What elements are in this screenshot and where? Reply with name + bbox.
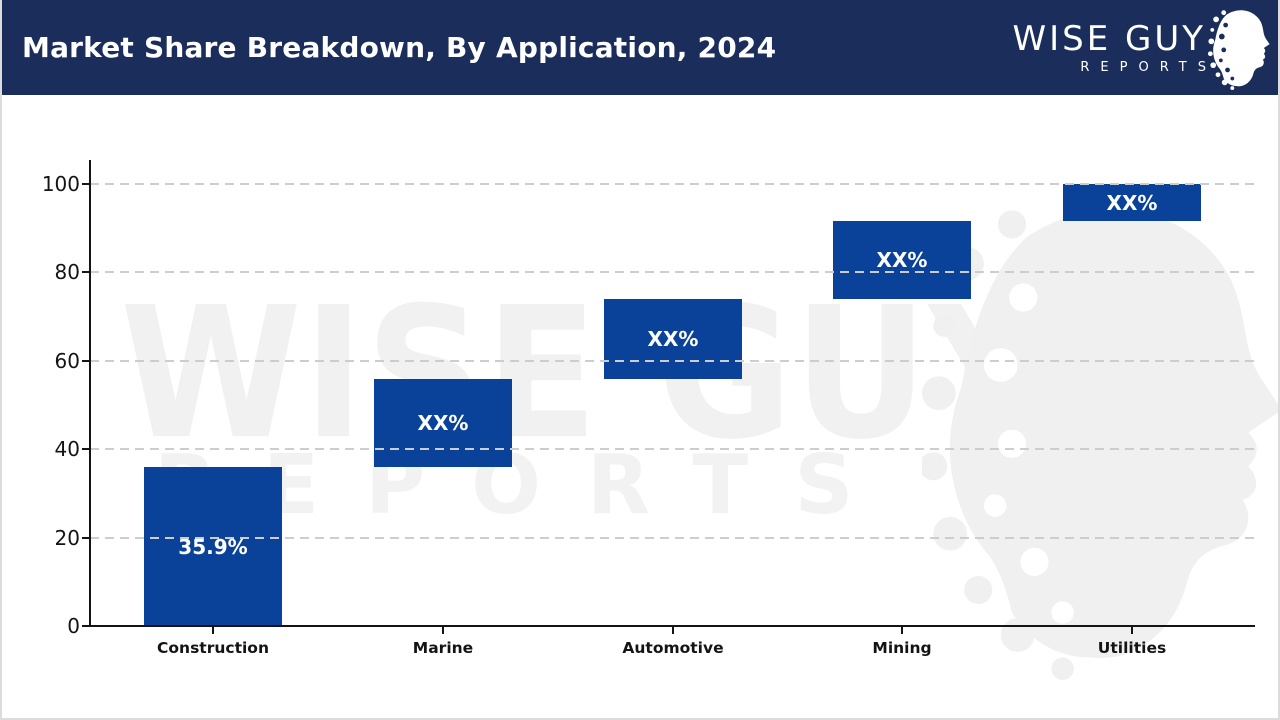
bar-value-label: XX%: [876, 248, 928, 273]
x-axis-label-automotive: Automotive: [622, 639, 724, 657]
y-axis-label-20: 20: [54, 525, 80, 550]
gridline-100: [90, 183, 1255, 185]
bar-mining: XX%: [833, 221, 971, 299]
bar-value-label: XX%: [647, 326, 699, 351]
y-tick-40: [82, 448, 90, 451]
header-bar: Market Share Breakdown, By Application, …: [2, 0, 1278, 95]
x-axis-label-mining: Mining: [872, 639, 932, 657]
y-tick-100: [82, 183, 90, 185]
y-tick-20: [82, 536, 90, 539]
y-tick-60: [82, 359, 90, 362]
watermark-face-icon: [922, 185, 1280, 680]
bar-value-label: XX%: [417, 411, 469, 436]
bar-utilities: XX%: [1063, 184, 1201, 222]
gridline-60: [90, 359, 1255, 362]
logo-subtitle: REPORTS: [1080, 59, 1217, 75]
gridline-20: [90, 536, 1255, 539]
x-tick-utilities: [1131, 626, 1133, 634]
bar-value-label: 35.9%: [178, 534, 248, 559]
chart-title: Market Share Breakdown, By Application, …: [22, 31, 777, 64]
x-tick-construction: [212, 626, 214, 634]
x-tick-mining: [901, 626, 903, 634]
watermark-wordmark: WISE GUY: [120, 268, 1050, 480]
y-axis-label-0: 0: [67, 614, 80, 638]
bar-marine: XX%: [374, 378, 512, 468]
y-axis-label-60: 60: [54, 348, 80, 373]
y-axis-label-40: 40: [54, 437, 80, 462]
bar-construction: 35.9%: [144, 467, 282, 626]
logo-wordmark: WISE GUY: [1012, 18, 1206, 59]
y-axis-label-100: 100: [41, 172, 80, 196]
gridline-40: [90, 448, 1255, 451]
y-axis-label-80: 80: [54, 260, 80, 285]
y-axis-line: [89, 160, 91, 627]
bar-value-label: XX%: [1106, 190, 1158, 215]
x-axis-label-construction: Construction: [157, 639, 269, 657]
logo-text: WISE GUY REPORTS: [1012, 22, 1206, 74]
x-axis-label-utilities: Utilities: [1097, 639, 1167, 657]
bar-automotive: XX%: [604, 298, 742, 379]
logo-head-icon: [1208, 6, 1270, 90]
x-tick-marine: [442, 626, 444, 634]
y-tick-80: [82, 271, 90, 274]
x-axis-label-marine: Marine: [412, 639, 474, 657]
wise-guy-logo: WISE GUY REPORTS: [1012, 6, 1270, 90]
x-tick-automotive: [672, 626, 674, 634]
y-tick-0: [82, 625, 90, 627]
gridline-80: [90, 271, 1255, 274]
